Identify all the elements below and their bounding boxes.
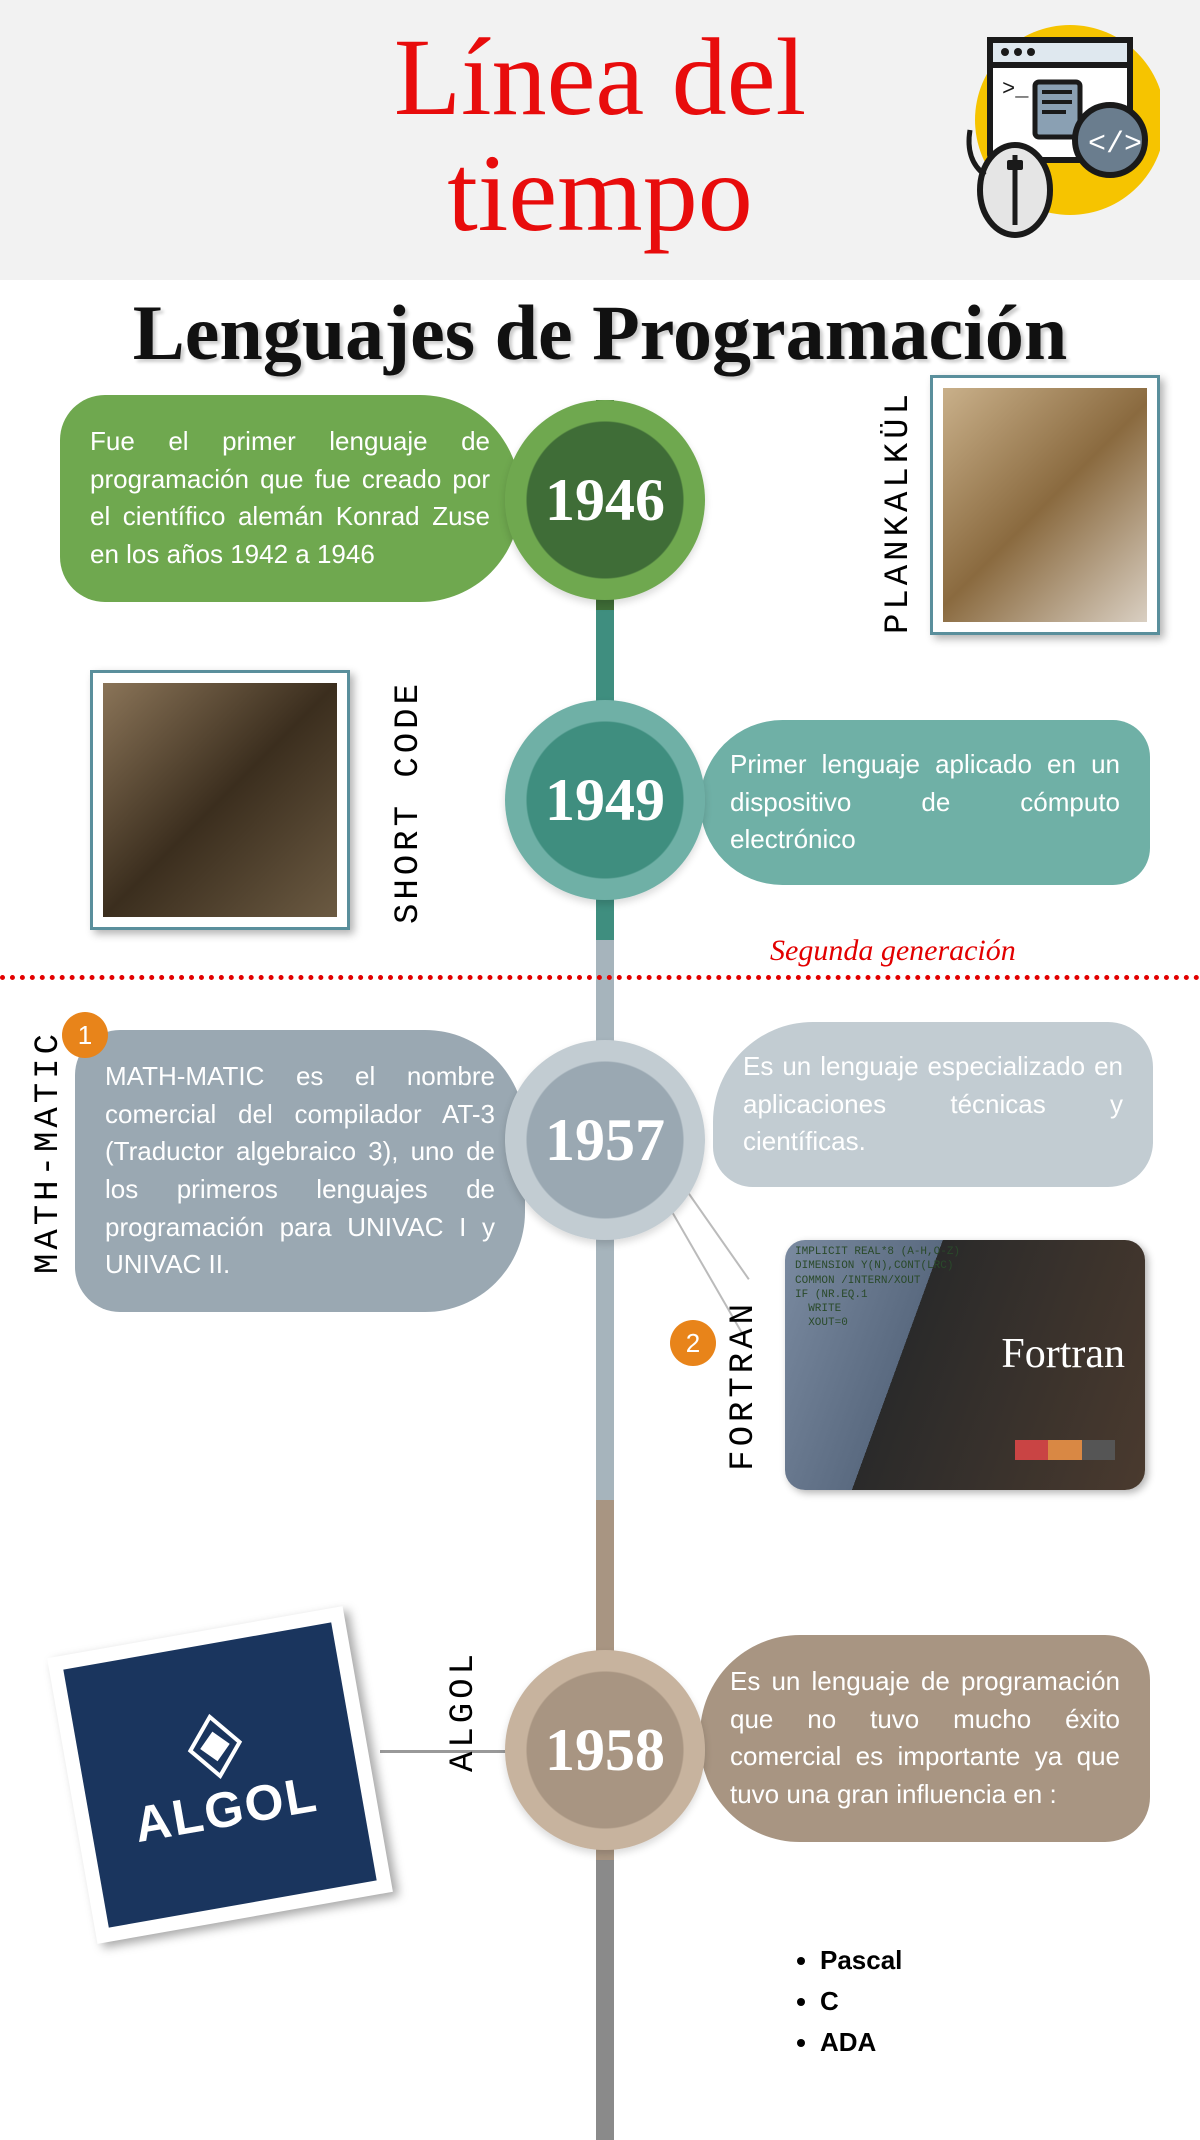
desc-fortran: Es un lenguaje especializado en aplicaci… <box>713 1022 1153 1187</box>
header-band: Línea del tiempo >_ </> <box>0 0 1200 280</box>
desc-mathmatic-text: MATH-MATIC es el nombre comercial del co… <box>105 1061 495 1279</box>
desc-1946: Fue el primer lenguaje de programación q… <box>60 395 520 602</box>
fortran-book-text: Fortran <box>1001 1330 1125 1378</box>
desc-1958-text: Es un lenguaje de programación que no tu… <box>730 1666 1120 1809</box>
desc-1946-text: Fue el primer lenguaje de programación q… <box>90 426 490 569</box>
timeline: Fue el primer lenguaje de programación q… <box>0 400 1200 2134</box>
label-plankalkul: PLANKALKÜL <box>880 390 918 634</box>
desc-fortran-text: Es un lenguaje especializado en aplicaci… <box>743 1051 1123 1156</box>
algol-logo: ALGOL <box>47 1606 393 1944</box>
subtitle: Lenguajes de Programación <box>0 288 1200 378</box>
generation-divider <box>0 975 1200 980</box>
year-circle-1957: 1957 <box>505 1040 705 1240</box>
svg-text:>_: >_ <box>1002 77 1029 102</box>
badge-2: 2 <box>670 1320 716 1366</box>
bullet-c: C <box>820 1986 902 2017</box>
bullet-ada: ADA <box>820 2027 902 2058</box>
algol-diamond-icon <box>174 1706 255 1787</box>
connector-line <box>679 1180 749 1279</box>
desc-1949: Primer lenguaje aplicado en un dispositi… <box>700 720 1150 885</box>
title-line-2: tiempo <box>447 132 753 254</box>
svg-text:</>: </> <box>1088 128 1142 162</box>
year-1946: 1946 <box>545 466 665 535</box>
desc-mathmatic: MATH-MATIC es el nombre comercial del co… <box>75 1030 525 1312</box>
photo-fortran: Fortran IMPLICIT REAL*8 (A-H,O-Z) DIMENS… <box>785 1240 1145 1490</box>
year-1949: 1949 <box>545 766 665 835</box>
year-circle-1949: 1949 <box>505 700 705 900</box>
year-1957: 1957 <box>545 1106 665 1175</box>
code-window-icon: >_ </> <box>930 10 1160 240</box>
label-mathmatic: MATH-MATIC <box>30 1030 68 1274</box>
photo-1949 <box>90 670 350 930</box>
title-line-1: Línea del <box>394 16 806 138</box>
label-algol: ALGOL <box>445 1650 483 1772</box>
generation-label: Segunda generación <box>770 934 1016 968</box>
bullet-pascal: Pascal <box>820 1945 902 1976</box>
label-fortran: FORTRAN <box>725 1300 763 1471</box>
timeline-center-line <box>596 400 614 2140</box>
label-shortcode: SHORT CODE <box>390 680 428 924</box>
desc-1949-text: Primer lenguaje aplicado en un dispositi… <box>730 749 1120 854</box>
year-circle-1958: 1958 <box>505 1650 705 1850</box>
badge-1: 1 <box>62 1012 108 1058</box>
year-circle-1946: 1946 <box>505 400 705 600</box>
photo-1946 <box>930 375 1160 635</box>
desc-1958: Es un lenguaje de programación que no tu… <box>700 1635 1150 1842</box>
algol-influence-list: Pascal C ADA <box>780 1945 902 2068</box>
year-1958: 1958 <box>545 1716 665 1785</box>
